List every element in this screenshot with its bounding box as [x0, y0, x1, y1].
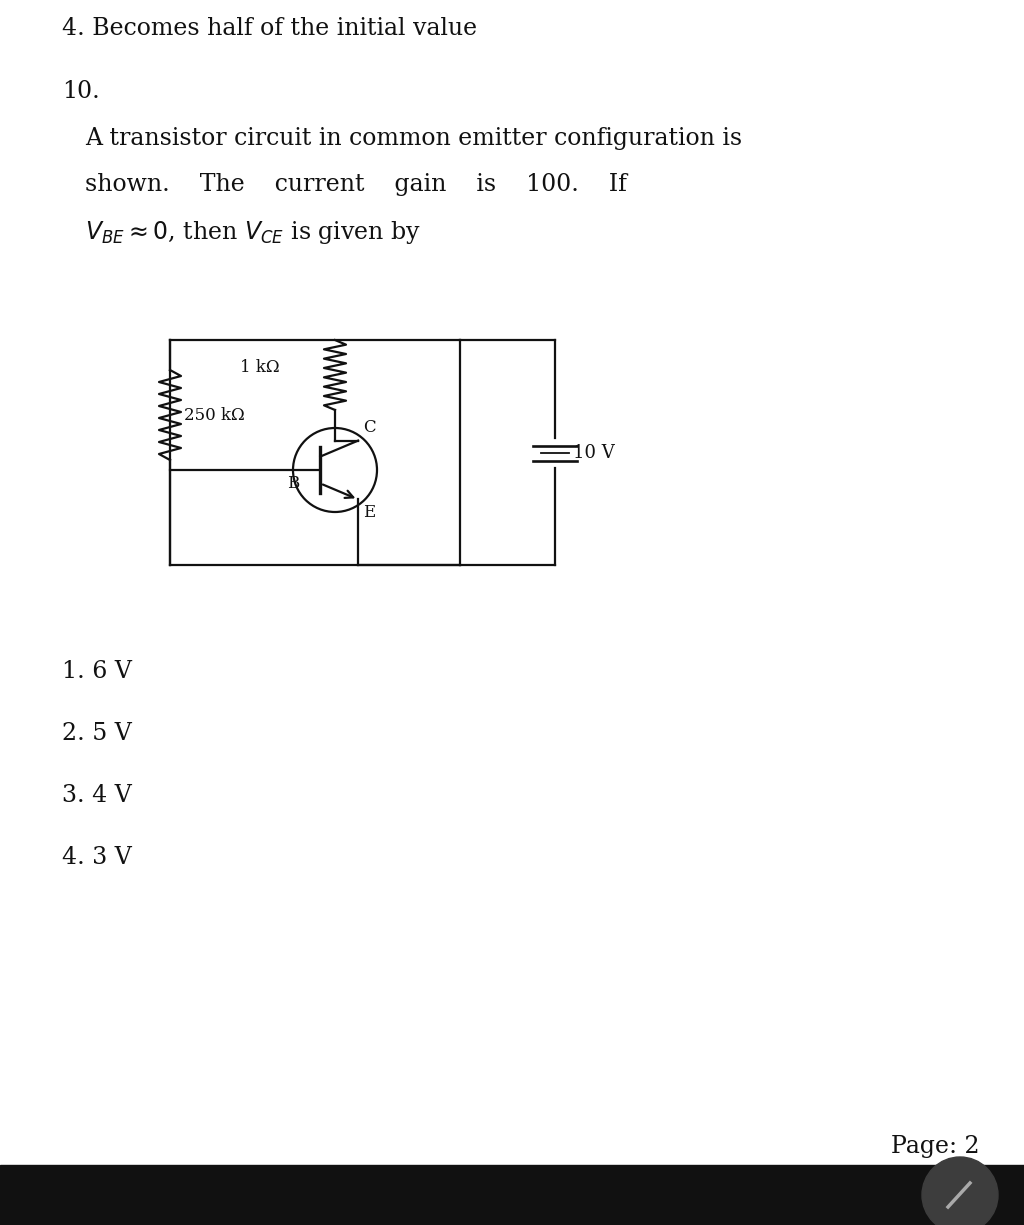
Text: C: C	[364, 419, 376, 436]
Text: 250 kΩ: 250 kΩ	[184, 407, 245, 424]
Text: 1 kΩ: 1 kΩ	[240, 359, 280, 376]
Bar	[0, 1165, 1024, 1225]
Text: 10.: 10.	[62, 80, 99, 103]
Text: 4. Becomes half of the initial value: 4. Becomes half of the initial value	[62, 17, 477, 40]
Text: 3. 4 V: 3. 4 V	[62, 784, 132, 807]
Text: 4. 3 V: 4. 3 V	[62, 846, 132, 869]
Text: 2. 5 V: 2. 5 V	[62, 722, 132, 745]
Text: B: B	[287, 475, 299, 492]
Circle shape	[922, 1156, 998, 1225]
Text: 10 V: 10 V	[573, 443, 614, 462]
Text: E: E	[364, 505, 376, 522]
Text: 1. 6 V: 1. 6 V	[62, 660, 132, 684]
Text: Page: 2: Page: 2	[891, 1136, 980, 1158]
Text: A transistor circuit in common emitter configuration is: A transistor circuit in common emitter c…	[85, 127, 742, 149]
Text: $\mathit{V}_{BE} \approx 0$, then $\mathit{V}_{CE}$ is given by: $\mathit{V}_{BE} \approx 0$, then $\math…	[85, 219, 421, 246]
Text: shown.    The    current    gain    is    100.    If: shown. The current gain is 100. If	[85, 173, 627, 196]
